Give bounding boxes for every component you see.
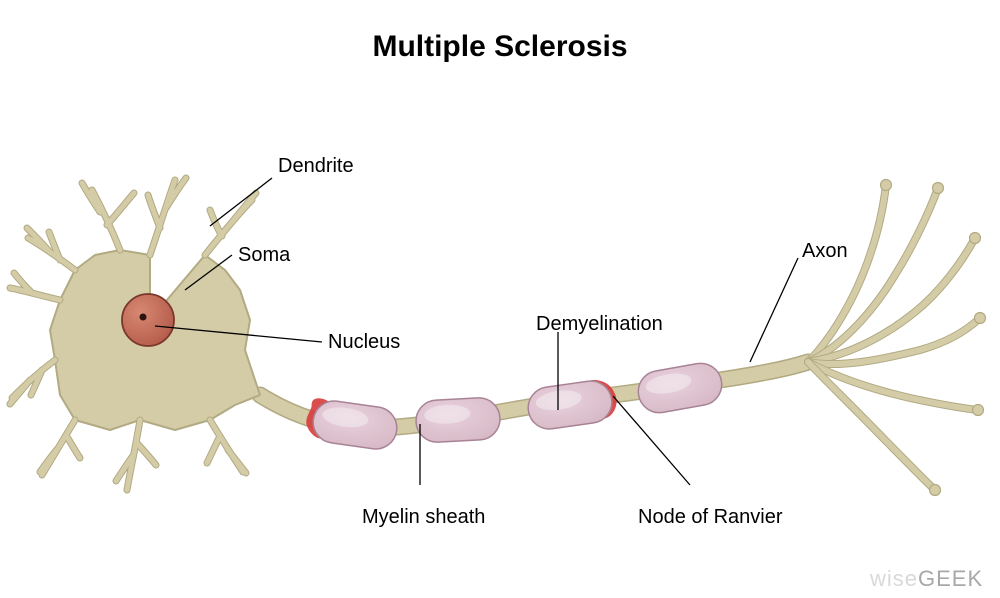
label-dendrite: Dendrite (278, 155, 354, 178)
label-axon: Axon (802, 240, 848, 263)
terminals-layer (808, 180, 986, 496)
label-nucleus: Nucleus (328, 331, 400, 354)
nucleus-layer (122, 294, 174, 346)
watermark: wiseGEEK (870, 566, 983, 592)
watermark-light: wise (870, 566, 918, 591)
label-node-of-ranvier: Node of Ranvier (638, 506, 783, 529)
label-soma: Soma (238, 244, 290, 267)
watermark-dark: GEEK (918, 566, 983, 591)
diagram-title: Multiple Sclerosis (0, 30, 1000, 64)
neuron-svg (0, 0, 1000, 598)
label-myelin-sheath: Myelin sheath (362, 506, 485, 529)
label-demyelination: Demyelination (536, 313, 663, 336)
neuron-diagram-canvas: { "title": { "text": "Multiple Sclerosis… (0, 0, 1000, 598)
